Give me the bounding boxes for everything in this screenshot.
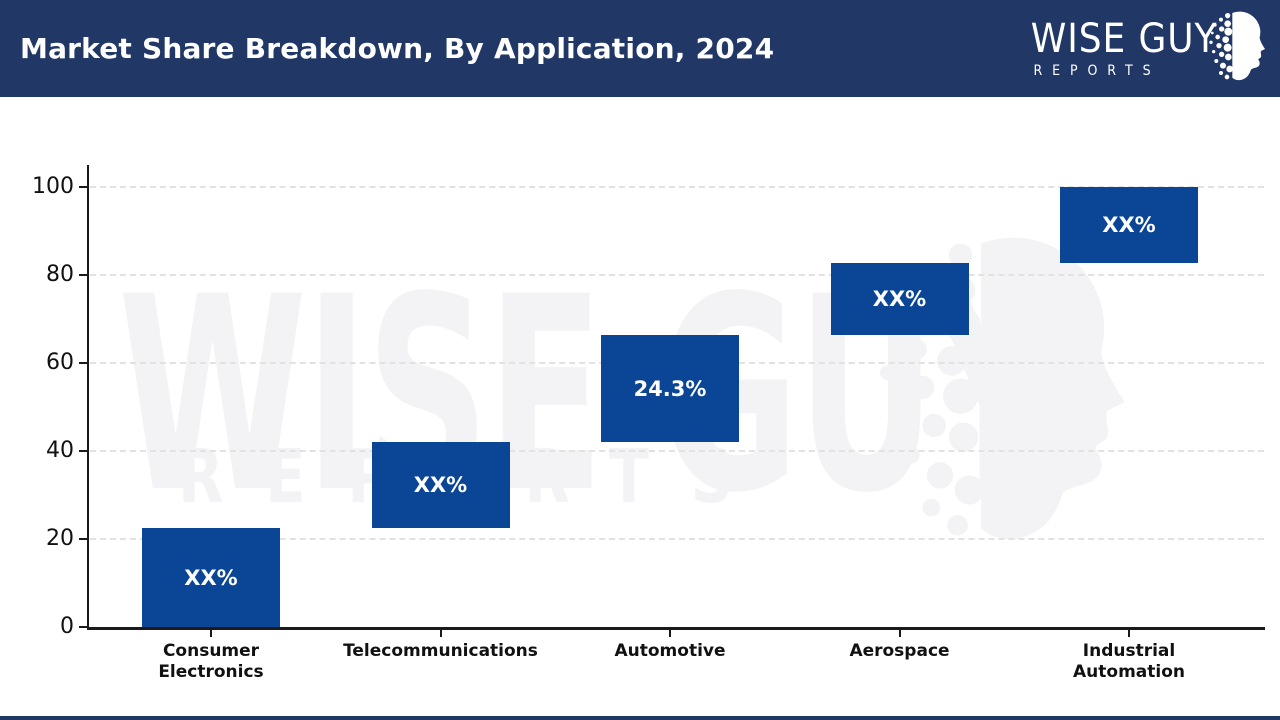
x-category-label: Aerospace bbox=[849, 641, 950, 661]
footer-accent-bar bbox=[0, 716, 1280, 720]
y-tick-label: 60 bbox=[46, 350, 74, 375]
brand-wordmark: WISE GUY REPORTS bbox=[1031, 19, 1218, 79]
brand-subname: REPORTS bbox=[1033, 63, 1161, 79]
x-tick-mark bbox=[439, 630, 442, 637]
bar: XX% bbox=[371, 442, 510, 529]
bar-value-label: XX% bbox=[1102, 213, 1156, 238]
x-category-label: Automotive bbox=[614, 641, 726, 661]
x-tick-mark bbox=[898, 630, 901, 637]
y-tick-mark bbox=[79, 186, 87, 188]
y-tick-mark bbox=[79, 626, 87, 628]
brand-logo: WISE GUY REPORTS bbox=[1010, 6, 1270, 92]
y-tick-mark bbox=[79, 274, 87, 276]
x-axis-line bbox=[87, 627, 1265, 630]
bar: 24.3% bbox=[601, 335, 739, 443]
y-tick-mark bbox=[79, 538, 87, 540]
x-tick-mark bbox=[210, 630, 212, 637]
x-tick-mark bbox=[1128, 630, 1130, 637]
y-tick-mark bbox=[79, 450, 87, 452]
y-tick-mark bbox=[79, 362, 87, 364]
x-category-label: Consumer Electronics bbox=[158, 641, 264, 683]
y-tick-label: 40 bbox=[46, 438, 74, 463]
x-category-label: Industrial Automation bbox=[1073, 641, 1185, 683]
y-gridline bbox=[90, 274, 1264, 276]
y-gridline bbox=[90, 186, 1264, 188]
bar-value-label: XX% bbox=[413, 473, 468, 498]
bar-value-label: XX% bbox=[872, 287, 927, 312]
page-title: Market Share Breakdown, By Application, … bbox=[20, 32, 775, 65]
bar: XX% bbox=[142, 528, 280, 627]
y-axis-line bbox=[87, 165, 89, 629]
brand-head-icon bbox=[1209, 11, 1266, 81]
bar: XX% bbox=[1060, 187, 1198, 264]
brand-name: WISE GUY bbox=[1030, 16, 1218, 62]
x-category-label: Telecommunications bbox=[343, 641, 538, 661]
y-tick-label: 100 bbox=[32, 174, 74, 199]
y-tick-label: 20 bbox=[46, 526, 74, 551]
x-tick-mark bbox=[669, 630, 671, 637]
bar-value-label: XX% bbox=[184, 565, 238, 590]
bar: XX% bbox=[830, 263, 969, 336]
y-tick-label: 80 bbox=[46, 262, 74, 287]
header: Market Share Breakdown, By Application, … bbox=[0, 0, 1280, 97]
y-gridline bbox=[90, 450, 1264, 452]
y-gridline bbox=[90, 538, 1264, 540]
y-tick-label: 0 bbox=[60, 614, 74, 639]
bar-value-label: 24.3% bbox=[633, 376, 707, 401]
